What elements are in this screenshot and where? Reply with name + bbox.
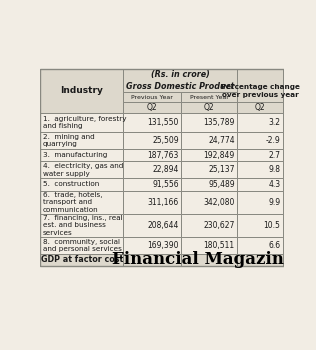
Bar <box>123 191 181 214</box>
Bar <box>237 254 283 266</box>
Bar <box>123 178 181 191</box>
Text: 208,644: 208,644 <box>148 221 179 230</box>
Bar <box>123 102 181 113</box>
Text: 24,774: 24,774 <box>208 136 235 145</box>
Bar <box>123 254 181 266</box>
Text: 8.  community, social
and personal services: 8. community, social and personal servic… <box>43 239 121 252</box>
Text: 25,509: 25,509 <box>152 136 179 145</box>
Text: Previous Year: Previous Year <box>131 94 173 99</box>
Bar <box>123 69 237 92</box>
Bar <box>181 132 237 149</box>
Bar <box>181 254 237 266</box>
Text: 131,550: 131,550 <box>148 118 179 127</box>
Bar <box>181 92 237 102</box>
Bar <box>40 69 284 266</box>
Text: 25,137: 25,137 <box>208 165 235 174</box>
Bar <box>40 149 123 161</box>
Bar <box>40 214 123 237</box>
Bar <box>181 102 237 113</box>
Bar <box>123 237 181 254</box>
Bar <box>40 69 123 113</box>
Text: Q2: Q2 <box>147 103 158 112</box>
Text: Q2: Q2 <box>255 103 265 112</box>
Bar <box>237 132 283 149</box>
Text: 230,627: 230,627 <box>204 221 235 230</box>
Text: 135,789: 135,789 <box>204 118 235 127</box>
Text: 22,894: 22,894 <box>153 165 179 174</box>
Text: Industry: Industry <box>60 86 103 96</box>
Text: 2.7: 2.7 <box>269 151 281 160</box>
Bar <box>123 132 181 149</box>
Text: 311,166: 311,166 <box>148 198 179 206</box>
Bar <box>237 69 283 113</box>
Text: 5.  construction: 5. construction <box>43 181 99 188</box>
Bar <box>181 113 237 132</box>
Bar <box>237 113 283 132</box>
Text: 9.9: 9.9 <box>268 198 281 206</box>
Text: 192,849: 192,849 <box>204 151 235 160</box>
Bar <box>40 178 123 191</box>
Text: 6.6: 6.6 <box>268 241 281 250</box>
Text: GDP at factor cost: GDP at factor cost <box>41 256 123 264</box>
Text: Financial Magazine: Financial Magazine <box>112 251 294 268</box>
Text: 95,489: 95,489 <box>208 180 235 189</box>
Bar <box>237 191 283 214</box>
Text: 9.8: 9.8 <box>269 165 281 174</box>
Text: 1.  agriculture, forestry
and fishing: 1. agriculture, forestry and fishing <box>43 116 126 129</box>
Bar <box>40 113 123 132</box>
Bar <box>237 161 283 178</box>
Bar <box>181 161 237 178</box>
Text: 187,763: 187,763 <box>148 151 179 160</box>
Text: (Rs. in crore)
Gross Domestic Product: (Rs. in crore) Gross Domestic Product <box>126 70 234 91</box>
Bar <box>123 92 181 102</box>
Bar <box>123 113 181 132</box>
Text: 169,390: 169,390 <box>148 241 179 250</box>
Text: 180,511: 180,511 <box>204 241 235 250</box>
Bar <box>40 161 123 178</box>
Bar <box>237 149 283 161</box>
Text: 10.5: 10.5 <box>264 221 281 230</box>
Bar <box>40 132 123 149</box>
Bar <box>123 214 181 237</box>
Bar <box>123 149 181 161</box>
Text: 2.  mining and
quarrying: 2. mining and quarrying <box>43 134 94 147</box>
Text: Q2: Q2 <box>204 103 215 112</box>
Bar <box>181 149 237 161</box>
Text: 7.  financing, ins., real
est. and business
services: 7. financing, ins., real est. and busine… <box>43 215 122 236</box>
Text: Percentage change
over previous year: Percentage change over previous year <box>221 84 300 98</box>
Text: 4.3: 4.3 <box>268 180 281 189</box>
Bar <box>181 237 237 254</box>
Bar <box>181 214 237 237</box>
Bar <box>40 191 123 214</box>
Bar <box>123 161 181 178</box>
Bar <box>237 237 283 254</box>
Bar <box>237 178 283 191</box>
Bar <box>181 178 237 191</box>
Bar <box>237 102 283 113</box>
Bar <box>40 254 123 266</box>
Text: 342,080: 342,080 <box>204 198 235 206</box>
Text: Present Year: Present Year <box>190 94 229 99</box>
Text: -2.9: -2.9 <box>266 136 281 145</box>
Text: 91,556: 91,556 <box>152 180 179 189</box>
Bar <box>181 191 237 214</box>
Text: 3.2: 3.2 <box>269 118 281 127</box>
Text: 6.  trade, hotels,
transport and
communication: 6. trade, hotels, transport and communic… <box>43 192 102 213</box>
Text: 4.  electricity, gas and
water supply: 4. electricity, gas and water supply <box>43 163 123 176</box>
Bar <box>40 237 123 254</box>
Bar <box>237 214 283 237</box>
Text: 3.  manufacturing: 3. manufacturing <box>43 152 107 158</box>
